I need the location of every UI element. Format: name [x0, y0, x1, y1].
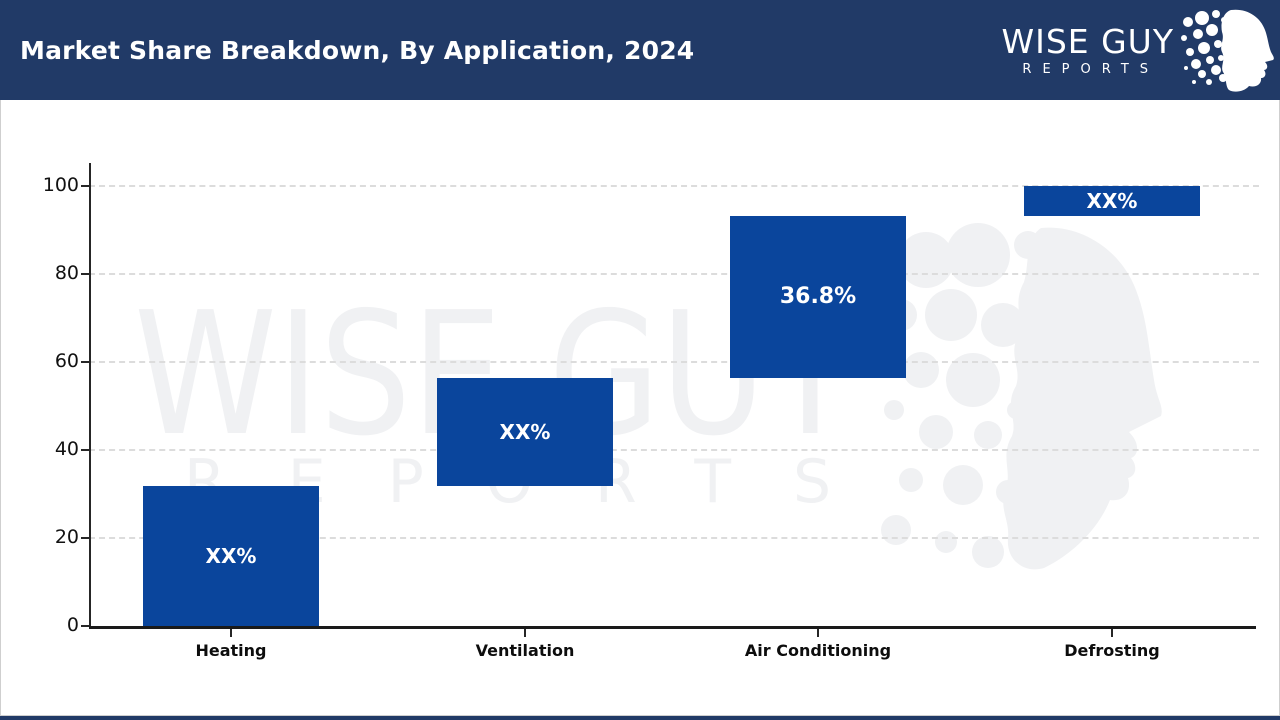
x-axis-line	[89, 626, 1256, 629]
logo-subtitle: REPORTS	[1022, 61, 1160, 77]
x-axis-tick	[817, 629, 819, 637]
wiseguy-logo: WISE GUY REPORTS	[1001, 7, 1276, 93]
bar-value-label: XX%	[499, 419, 551, 444]
gridline	[89, 536, 1259, 539]
logo-face-icon	[1181, 9, 1274, 92]
market-share-bar: XX%	[143, 485, 319, 626]
bar-value-label: XX%	[205, 543, 257, 568]
y-axis-tick-label: 40	[54, 437, 79, 460]
y-axis-tick	[81, 360, 89, 363]
x-axis-category-label: Ventilation	[475, 641, 575, 660]
x-axis-category-label: Air Conditioning	[744, 641, 892, 660]
logo-wordmark: WISE GUY	[1001, 21, 1174, 61]
market-share-bar: XX%	[1024, 185, 1200, 216]
y-axis-tick-label: 0	[66, 614, 79, 636]
bar-value-label: 36.8%	[779, 284, 857, 310]
y-axis-tick-label: 80	[54, 261, 79, 284]
y-axis-tick	[81, 536, 89, 539]
y-axis-tick	[81, 448, 89, 451]
y-axis-tick-label: 20	[54, 525, 79, 548]
market-share-bar: XX%	[437, 377, 613, 486]
gridline	[89, 184, 1259, 187]
bar-value-label: XX%	[1086, 188, 1138, 213]
y-axis-tick	[81, 272, 89, 275]
x-axis-category-label: Heating	[195, 641, 267, 660]
market-share-bar: 36.8%	[730, 215, 906, 378]
y-axis-tick	[81, 625, 89, 627]
gridline	[89, 448, 1259, 451]
x-axis-tick	[1111, 629, 1113, 637]
page-title: Market Share Breakdown, By Application, …	[20, 35, 695, 65]
gridline	[89, 360, 1259, 363]
gridline	[89, 272, 1259, 275]
footer-bar	[0, 716, 1280, 720]
y-axis-tick	[81, 184, 89, 187]
x-axis-tick	[230, 629, 232, 637]
chart-canvas: WISE GUY REPORTS 020406080100XX%XX%36.8%…	[0, 100, 1280, 716]
y-axis-tick-label: 60	[54, 349, 79, 372]
y-axis-line	[89, 163, 91, 626]
x-axis-category-label: Defrosting	[1064, 641, 1160, 660]
header-bar: Market Share Breakdown, By Application, …	[0, 0, 1280, 100]
y-axis-tick-label: 100	[42, 173, 79, 196]
logo-text: WISE GUY REPORTS	[1001, 25, 1174, 76]
x-axis-tick	[524, 629, 526, 637]
